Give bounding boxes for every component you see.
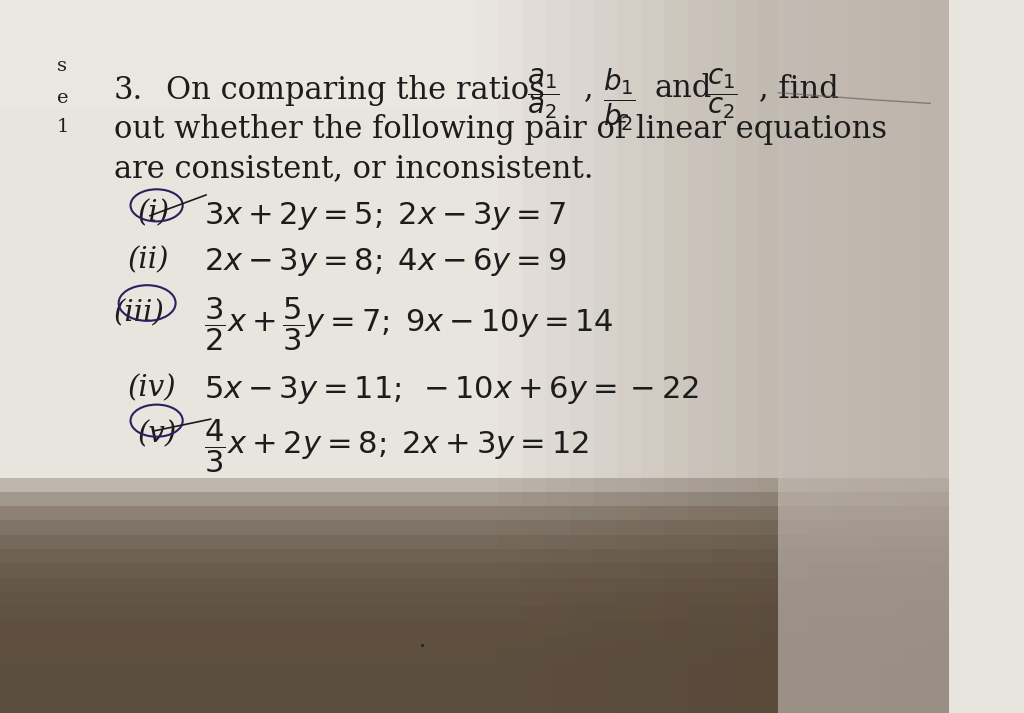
Text: and: and [655, 73, 713, 103]
Bar [712, 0, 760, 713]
Bar [783, 0, 830, 713]
Bar [0, 535, 949, 713]
Bar [0, 520, 949, 713]
Text: $\dfrac{3}{2}x + \dfrac{5}{3}y = 7;\; 9x - 10y = 14$: $\dfrac{3}{2}x + \dfrac{5}{3}y = 7;\; 9x… [204, 296, 613, 354]
Bar [854, 0, 902, 713]
Bar [522, 0, 569, 713]
Bar [0, 578, 949, 713]
Text: $2x - 3y = 8;\; 4x - 6y = 9$: $2x - 3y = 8;\; 4x - 6y = 9$ [204, 246, 567, 278]
Bar [641, 0, 688, 713]
Text: 1: 1 [57, 118, 70, 135]
Bar [0, 592, 949, 713]
Bar [688, 0, 735, 713]
Text: (i): (i) [137, 200, 170, 227]
Bar [0, 620, 949, 713]
Bar [878, 0, 926, 713]
Text: s: s [57, 57, 67, 75]
Bar [0, 663, 949, 713]
Text: out whether the following pair of linear equations: out whether the following pair of linear… [114, 114, 887, 145]
Bar [0, 506, 949, 713]
Bar [546, 0, 593, 713]
Bar [0, 635, 949, 713]
Text: (iv): (iv) [128, 374, 177, 402]
Bar [0, 478, 949, 713]
Bar [926, 0, 973, 713]
Text: e: e [57, 89, 69, 107]
Text: (ii): (ii) [128, 246, 170, 274]
Bar [902, 0, 949, 713]
Bar [760, 0, 807, 713]
Bar [807, 0, 854, 713]
Text: ,: , [584, 73, 594, 103]
Text: $\dfrac{a_1}{a_2}$: $\dfrac{a_1}{a_2}$ [526, 67, 559, 121]
Bar [778, 0, 949, 713]
Text: $\dfrac{4}{3}x + 2y = 8;\; 2x + 3y = 12$: $\dfrac{4}{3}x + 2y = 8;\; 2x + 3y = 12$ [204, 417, 589, 475]
Text: $\dfrac{b_1}{b_2}$: $\dfrac{b_1}{b_2}$ [603, 67, 636, 133]
Bar [0, 606, 949, 713]
Bar [593, 0, 641, 713]
Text: $5x - 3y = 11;\; -10x + 6y = -22$: $5x - 3y = 11;\; -10x + 6y = -22$ [204, 374, 699, 406]
Bar [569, 0, 617, 713]
Text: are consistent, or inconsistent.: are consistent, or inconsistent. [114, 153, 594, 184]
Bar [0, 677, 949, 713]
Text: , find: , find [760, 73, 839, 103]
Bar [830, 0, 878, 713]
Text: 3.: 3. [114, 75, 143, 106]
Text: On comparing the ratios: On comparing the ratios [166, 75, 545, 106]
Bar [474, 0, 522, 713]
Bar [0, 0, 474, 107]
Bar [499, 0, 546, 713]
Bar [665, 0, 712, 713]
Text: (v): (v) [137, 421, 177, 448]
Bar [735, 0, 783, 713]
Bar [0, 563, 949, 713]
Bar [0, 492, 949, 713]
Text: $\cdot$: $\cdot$ [418, 634, 424, 656]
Bar [617, 0, 665, 713]
Bar [0, 549, 949, 713]
Text: $\dfrac{c_1}{c_2}$: $\dfrac{c_1}{c_2}$ [708, 67, 737, 121]
Bar [0, 649, 949, 713]
Text: $3x + 2y = 5;\; 2x - 3y = 7$: $3x + 2y = 5;\; 2x - 3y = 7$ [204, 200, 566, 232]
Text: (iii): (iii) [114, 299, 165, 327]
